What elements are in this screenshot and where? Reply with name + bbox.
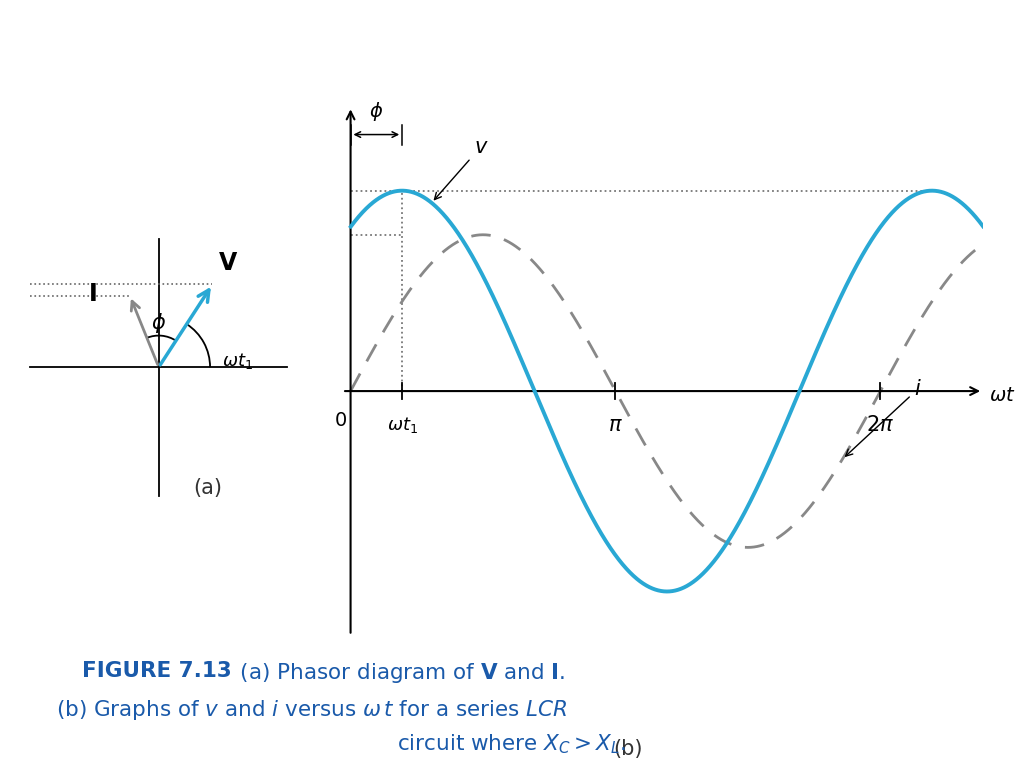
Text: $2\pi$: $2\pi$ <box>866 415 895 435</box>
Text: (a): (a) <box>194 478 222 498</box>
Text: $\mathbf{V}$: $\mathbf{V}$ <box>218 251 239 275</box>
Text: (b) Graphs of $v$ and $i$ versus $\omega\,t$ for a series $\mathit{LCR}$: (b) Graphs of $v$ and $i$ versus $\omega… <box>56 698 568 722</box>
Text: FIGURE 7.13: FIGURE 7.13 <box>82 661 231 681</box>
Text: $\mathbf{I}$: $\mathbf{I}$ <box>88 282 97 306</box>
Text: $\omega t$: $\omega t$ <box>989 386 1016 404</box>
Text: $v$: $v$ <box>434 137 488 199</box>
Text: $\omega t_1$: $\omega t_1$ <box>387 415 418 435</box>
Text: $\phi$: $\phi$ <box>152 311 167 335</box>
Text: $\omega t_1$: $\omega t_1$ <box>222 352 253 371</box>
Text: circuit where $X_C > X_L$.: circuit where $X_C > X_L$. <box>397 733 627 757</box>
Text: 0: 0 <box>334 411 346 430</box>
Text: (a) Phasor diagram of $\mathbf{V}$ and $\mathbf{I}$.: (a) Phasor diagram of $\mathbf{V}$ and $… <box>233 661 566 685</box>
Text: $i$: $i$ <box>846 379 922 456</box>
Text: (b): (b) <box>613 739 643 759</box>
Text: $\pi$: $\pi$ <box>608 415 623 435</box>
Text: $\phi$: $\phi$ <box>370 100 383 123</box>
